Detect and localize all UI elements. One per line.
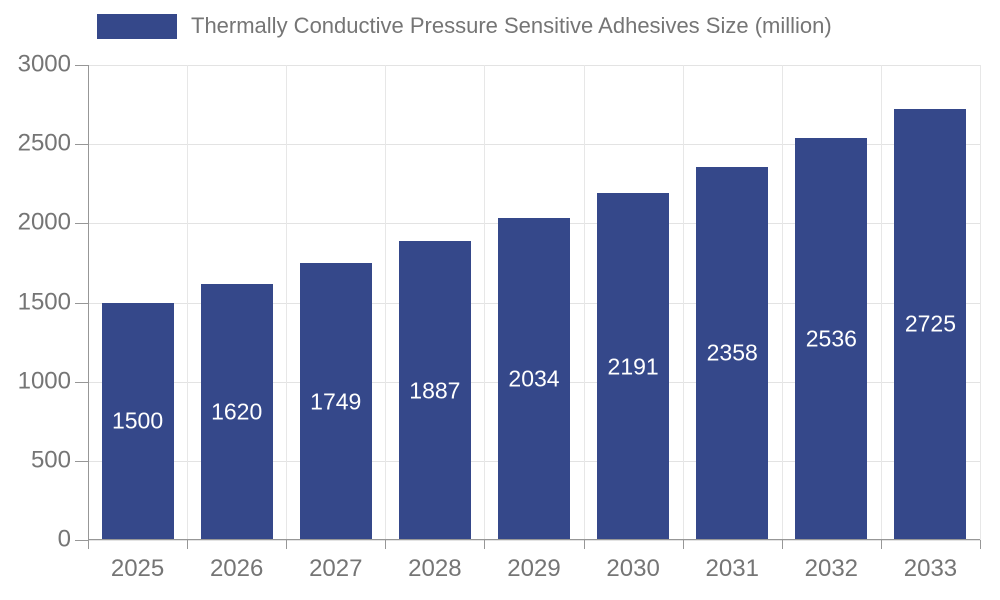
plot-area: 0 500 1000 1500 2000 2500 3000 1500 2025 1620 2026… xyxy=(18,50,981,582)
gridline-vertical xyxy=(385,65,387,540)
x-tick-label: 2030 xyxy=(606,555,660,582)
y-axis-tick xyxy=(75,65,88,66)
gridline-vertical xyxy=(980,65,981,540)
y-axis-tick xyxy=(75,302,88,304)
x-axis-tick xyxy=(880,540,882,549)
x-axis-line xyxy=(88,539,980,540)
bar-value-label: 2358 xyxy=(706,339,758,366)
legend-label: Thermally Conductive Pressure Sensitive … xyxy=(191,13,832,38)
bar xyxy=(200,283,273,540)
x-axis-tick xyxy=(187,540,189,549)
gridline-vertical xyxy=(583,65,585,540)
x-tick-label: 2027 xyxy=(309,555,363,582)
bar-value-label: 1887 xyxy=(409,377,461,404)
y-tick-label: 0 xyxy=(57,525,71,553)
x-axis-tick xyxy=(484,540,486,549)
gridline-vertical xyxy=(682,65,684,540)
bar xyxy=(795,138,868,540)
gridline-vertical xyxy=(286,65,288,540)
bar-value-label: 2034 xyxy=(508,365,560,392)
bar xyxy=(101,302,174,540)
gridline-vertical xyxy=(781,65,783,540)
x-tick-label: 2026 xyxy=(209,555,264,582)
bar xyxy=(398,241,471,540)
bar-value-label: 1749 xyxy=(310,388,362,415)
x-axis-tick xyxy=(781,540,783,549)
legend-swatch xyxy=(97,13,177,39)
gridline-horizontal xyxy=(88,144,980,146)
bar xyxy=(299,263,372,540)
gridline-horizontal xyxy=(88,540,980,541)
y-axis-line xyxy=(88,65,89,540)
y-axis-tick xyxy=(75,540,88,541)
y-axis-tick xyxy=(75,460,88,462)
x-tick-label: 2029 xyxy=(507,555,561,582)
y-tick-label: 2500 xyxy=(17,129,71,157)
y-tick-label: 1000 xyxy=(17,367,71,395)
gridline-vertical xyxy=(484,65,486,540)
bar-value-label: 1620 xyxy=(211,398,263,425)
bar xyxy=(597,193,670,540)
bar-value-label: 1500 xyxy=(111,407,164,434)
bar xyxy=(497,217,571,540)
x-tick-label: 2033 xyxy=(903,555,958,582)
x-axis-tick xyxy=(583,540,585,549)
x-axis-tick xyxy=(980,540,981,549)
y-tick-label: 3000 xyxy=(17,50,71,78)
y-tick-label: 500 xyxy=(30,446,71,474)
y-axis-tick xyxy=(75,144,88,146)
bar xyxy=(696,166,769,540)
x-tick-label: 2028 xyxy=(408,555,462,582)
gridline-vertical xyxy=(187,65,189,540)
x-axis-tick xyxy=(682,540,684,549)
bar-value-label: 2536 xyxy=(805,325,857,352)
gridline-vertical xyxy=(880,65,882,540)
bar xyxy=(894,108,967,540)
x-axis-tick xyxy=(385,540,387,549)
x-tick-label: 2031 xyxy=(705,555,759,582)
legend[interactable]: Thermally Conductive Pressure Sensitive … xyxy=(97,13,832,39)
x-tick-label: 2025 xyxy=(110,555,165,582)
y-axis-tick xyxy=(75,223,88,225)
bar-value-label: 2191 xyxy=(607,353,659,380)
x-tick-label: 2032 xyxy=(804,555,859,582)
x-axis-tick xyxy=(88,540,89,549)
gridline-horizontal xyxy=(88,65,980,66)
x-axis-tick xyxy=(286,540,288,549)
y-axis-tick xyxy=(75,381,88,383)
y-tick-label: 1500 xyxy=(17,287,71,315)
bar-value-label: 2725 xyxy=(904,310,957,337)
y-tick-label: 2000 xyxy=(17,208,71,236)
